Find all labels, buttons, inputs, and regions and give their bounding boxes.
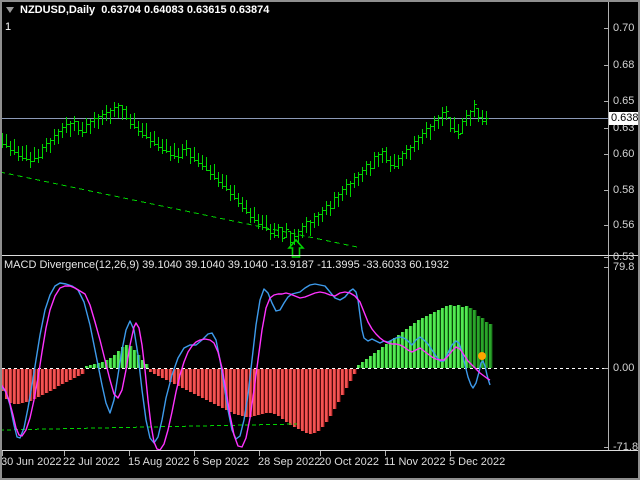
macd-blue-line xyxy=(0,282,491,444)
trendline xyxy=(0,171,358,248)
price-axis-label: 0.58 xyxy=(613,184,635,196)
price-axis-label: 0.56 xyxy=(613,219,635,231)
indicator-scale-label: 79.8 xyxy=(613,261,635,273)
price-axis-label: 0.70 xyxy=(613,22,635,34)
macd-signal-line xyxy=(0,285,491,451)
price-axis-label: 0.63 xyxy=(613,122,635,134)
time-axis-label: 28 Sep 2022 xyxy=(258,456,321,468)
time-axis-label: 11 Nov 2022 xyxy=(384,456,446,468)
indicator-scale-label: 0.00 xyxy=(613,362,635,374)
chart-menu-icon[interactable] xyxy=(6,7,14,13)
signal-dot xyxy=(478,352,486,360)
price-axis-label: 0.53 xyxy=(613,251,635,263)
current-price-box: 0.63874 xyxy=(609,112,640,125)
time-axis-label: 6 Sep 2022 xyxy=(193,456,250,468)
indicator-scale-label: -71.8 xyxy=(613,441,639,453)
macd-blue-line xyxy=(0,282,491,444)
axis-lines xyxy=(2,2,609,456)
divergence-line xyxy=(0,423,298,431)
buy-signal-arrow xyxy=(287,238,305,258)
time-axis-label: 30 Jun 2022 xyxy=(1,456,62,468)
price-bars xyxy=(0,100,489,246)
pane-separator[interactable] xyxy=(0,255,640,256)
time-axis-label: 20 Oct 2022 xyxy=(319,456,379,468)
chart-title: NZDUSD,Daily 0.63704 0.64083 0.63615 0.6… xyxy=(6,4,269,16)
trendline-dashed xyxy=(0,171,358,248)
macd-signal-line xyxy=(0,285,491,451)
time-axis-separator xyxy=(0,450,640,451)
ohlc-values: 0.63704 0.64083 0.63615 0.63874 xyxy=(101,4,270,16)
price-axis-label: 0.68 xyxy=(613,59,635,71)
price-axis-label: 0.60 xyxy=(613,148,635,160)
divergence-line-dashed xyxy=(0,423,298,431)
macd-indicator-pane[interactable] xyxy=(0,256,608,450)
main-price-pane[interactable] xyxy=(0,2,608,255)
time-axis-label: 5 Dec 2022 xyxy=(449,456,506,468)
time-axis-label: 22 Jul 2022 xyxy=(63,456,120,468)
indicator-name-label: MACD Divergence(12,26,9) 39.1040 39.1040… xyxy=(4,259,450,271)
time-axis-label: 15 Aug 2022 xyxy=(128,456,190,468)
signal-dot xyxy=(478,352,486,360)
symbol-period-label: NZDUSD,Daily xyxy=(20,4,96,16)
price-axis-label: 0.65 xyxy=(613,95,635,107)
chart-number-label: 1 xyxy=(5,21,12,33)
up-arrow-icon xyxy=(287,238,305,258)
